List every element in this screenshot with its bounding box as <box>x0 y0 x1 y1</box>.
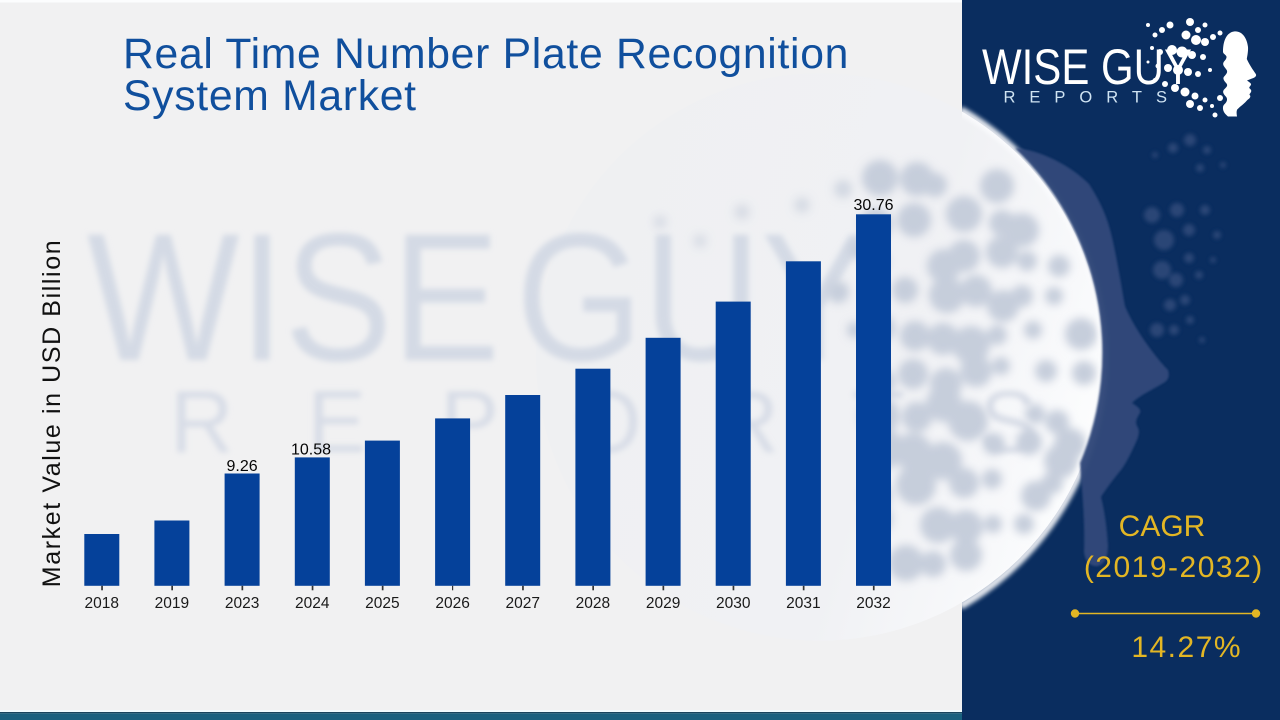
svg-text:2026: 2026 <box>435 595 469 612</box>
svg-text:10.58: 10.58 <box>291 442 331 459</box>
svg-text:2019: 2019 <box>155 595 189 612</box>
svg-text:9.26: 9.26 <box>227 458 258 475</box>
svg-text:WISE GUY: WISE GUY <box>982 39 1192 95</box>
svg-text:2029: 2029 <box>646 595 680 612</box>
svg-text:14.27%: 14.27% <box>1131 631 1242 664</box>
svg-text:2023: 2023 <box>225 595 259 612</box>
svg-text:2028: 2028 <box>576 595 610 612</box>
svg-text:(2019-2032): (2019-2032) <box>1084 551 1264 584</box>
svg-text:WISE: WISE <box>87 195 500 399</box>
svg-text:CAGR: CAGR <box>1119 510 1206 543</box>
svg-text:30.76: 30.76 <box>853 197 893 214</box>
svg-text:2030: 2030 <box>716 595 751 612</box>
svg-text:2032: 2032 <box>856 595 890 612</box>
svg-text:System Market: System Market <box>123 72 417 120</box>
svg-text:2027: 2027 <box>505 595 539 612</box>
svg-text:REPORTS: REPORTS <box>1004 89 1181 107</box>
svg-text:Real Time Number Plate Recogni: Real Time Number Plate Recognition <box>123 30 849 78</box>
svg-text:2031: 2031 <box>786 595 820 612</box>
svg-text:2025: 2025 <box>365 595 399 612</box>
svg-text:Market Value in USD Billion: Market Value in USD Billion <box>38 239 66 587</box>
svg-text:2024: 2024 <box>295 595 330 612</box>
svg-text:2018: 2018 <box>85 595 119 612</box>
